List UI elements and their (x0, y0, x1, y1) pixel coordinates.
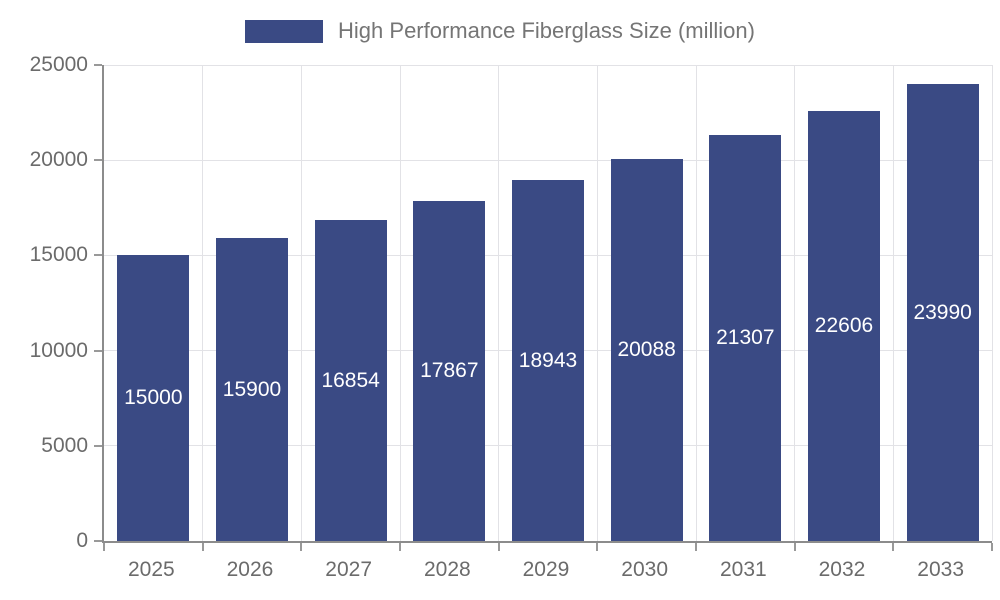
gridline-vertical (300, 65, 302, 541)
bar-value-label: 23990 (913, 300, 972, 324)
chart-legend[interactable]: High Performance Fiberglass Size (millio… (0, 17, 1000, 45)
y-axis-tick (94, 64, 102, 66)
x-axis-tick (497, 543, 500, 551)
gridline-vertical (794, 65, 796, 541)
y-axis-tick-label: 15000 (29, 243, 88, 267)
x-axis-tick-label: 2027 (325, 558, 373, 581)
bar-2031[interactable]: 21307 (709, 135, 782, 541)
bar-2025[interactable]: 15000 (117, 255, 190, 541)
y-axis-tick (94, 254, 102, 257)
gridline-vertical (202, 65, 204, 541)
gridline-vertical (892, 65, 894, 541)
y-axis-tick-label: 0 (76, 529, 88, 552)
gridline-vertical (596, 65, 598, 541)
x-axis-tick-label: 2026 (226, 558, 274, 581)
bar-value-label: 18943 (518, 348, 578, 372)
gridline-vertical (498, 65, 500, 541)
plot-area: 15000 15900 16854 17867 18943 20088 21307 22606… (94, 64, 993, 551)
bar-2030[interactable]: 20088 (610, 158, 683, 541)
y-axis: 0 5000 10000 15000 20000 25000 (0, 0, 88, 600)
bar-2026[interactable]: 15900 (216, 238, 288, 541)
bar-value-label: 16854 (321, 368, 380, 392)
gridline-vertical (399, 65, 401, 541)
y-axis-tick-label: 25000 (29, 53, 88, 76)
y-axis-tick (94, 444, 102, 447)
y-axis-tick (94, 159, 102, 162)
gridline-horizontal (104, 64, 992, 66)
bar-value-label: 15900 (222, 377, 282, 401)
x-axis-tick-label: 2031 (719, 558, 767, 581)
y-axis-tick-label: 5000 (41, 433, 88, 457)
y-axis-tick-label: 10000 (29, 338, 88, 362)
y-axis-tick (94, 540, 102, 542)
bar-2032[interactable]: 22606 (808, 110, 880, 541)
bar-value-label: 15000 (124, 386, 183, 410)
bar-value-label: 22606 (814, 313, 874, 337)
legend-label: High Performance Fiberglass Size (millio… (338, 18, 755, 43)
x-axis-tick (201, 543, 204, 551)
legend-swatch-icon (245, 19, 324, 43)
x-axis-tick (793, 543, 796, 551)
x-axis-tick (892, 543, 895, 551)
bar-2033[interactable]: 23990 (906, 84, 979, 541)
x-axis-tick-label: 2033 (917, 558, 965, 581)
x-axis-tick-label: 2028 (423, 558, 471, 581)
bar-2029[interactable]: 18943 (512, 180, 584, 541)
y-axis-tick (94, 349, 102, 352)
x-axis-tick (991, 543, 993, 551)
x-axis-tick-label: 2032 (818, 558, 866, 581)
bar-value-label: 21307 (716, 326, 775, 350)
y-axis-tick-label: 20000 (29, 148, 88, 172)
gridline-horizontal (104, 159, 992, 161)
bar-2028[interactable]: 17867 (413, 200, 486, 541)
x-axis: 2025 2026 2027 2028 2029 2030 2031 2032 2033 (102, 556, 990, 586)
x-axis-tick (103, 543, 105, 551)
gridline-vertical (695, 65, 697, 541)
bar-value-label: 17867 (420, 358, 479, 382)
x-axis-tick-label: 2030 (621, 558, 669, 581)
bar-2027[interactable]: 16854 (314, 220, 387, 541)
gridline-vertical (991, 65, 993, 541)
x-axis-tick-label: 2025 (127, 558, 175, 581)
x-axis-tick (300, 543, 303, 551)
x-axis-tick-label: 2029 (522, 558, 570, 581)
x-axis-tick (399, 543, 401, 551)
x-axis-tick (695, 543, 697, 551)
bar-value-label: 20088 (617, 337, 676, 361)
x-axis-tick (596, 543, 599, 551)
